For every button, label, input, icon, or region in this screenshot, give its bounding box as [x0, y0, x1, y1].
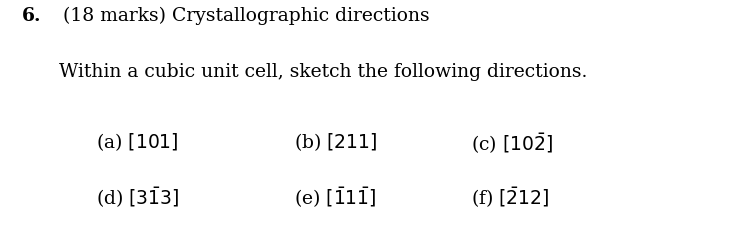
- Text: (d) $[3\bar{1}3]$: (d) $[3\bar{1}3]$: [96, 184, 179, 209]
- Text: (f) $[\bar{2}12]$: (f) $[\bar{2}12]$: [471, 184, 549, 209]
- Text: (c) $[10\bar{2}]$: (c) $[10\bar{2}]$: [471, 130, 553, 155]
- Text: (e) $[\bar{1}1\bar{1}]$: (e) $[\bar{1}1\bar{1}]$: [294, 184, 377, 209]
- Text: (18 marks) Crystallographic directions: (18 marks) Crystallographic directions: [63, 7, 429, 25]
- Text: (b) $[211]$: (b) $[211]$: [294, 130, 378, 152]
- Text: Within a cubic unit cell, sketch the following directions.: Within a cubic unit cell, sketch the fol…: [59, 63, 587, 81]
- Text: 6.: 6.: [22, 7, 41, 25]
- Text: (a) $[101]$: (a) $[101]$: [96, 130, 178, 152]
